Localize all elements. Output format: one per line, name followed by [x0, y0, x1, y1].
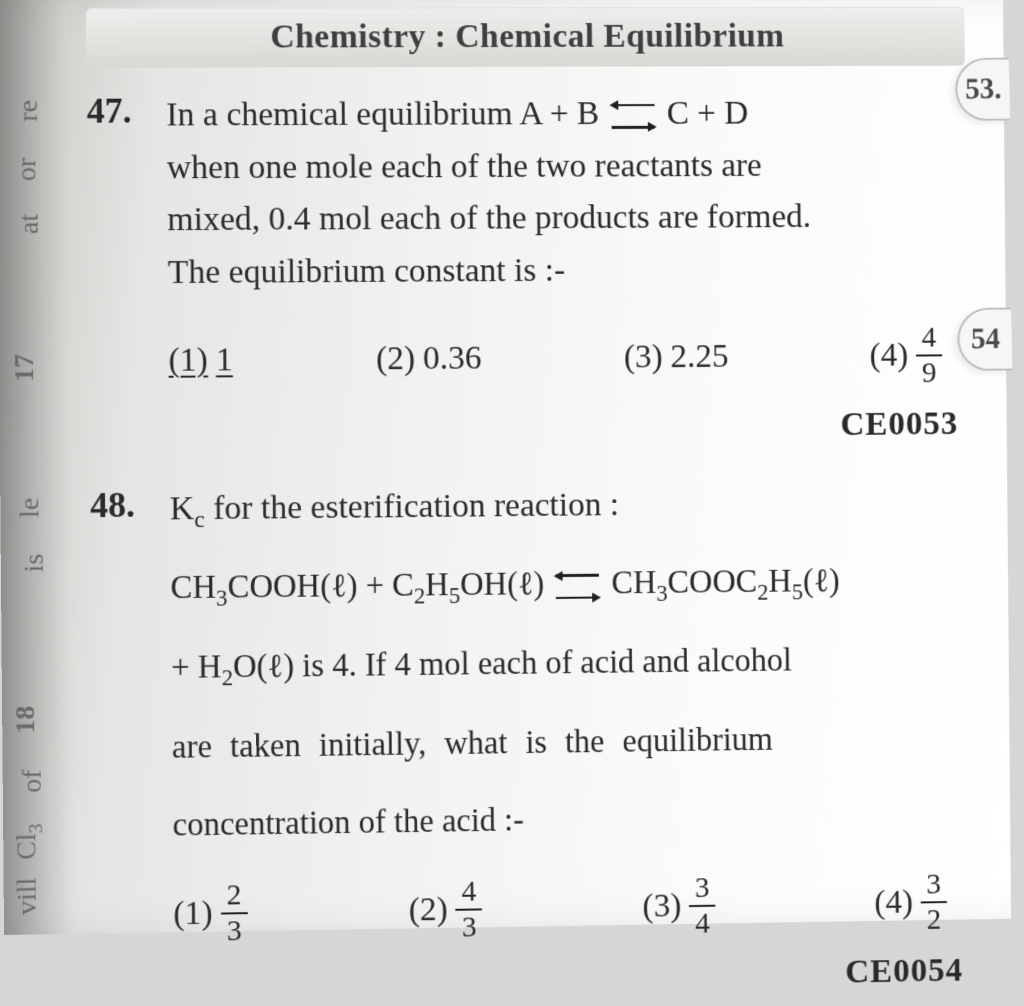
q47-line4: The equilibrium constant is :- [168, 252, 566, 291]
option-label: (2) [409, 891, 448, 929]
option-value: 1 [216, 341, 233, 379]
chem-frag: COOH(ℓ) + C [227, 568, 414, 606]
chem-frag: (ℓ) [803, 564, 840, 600]
chem-frag: + H [171, 650, 222, 686]
equilibrium-arrow-icon [552, 586, 603, 587]
option-label: (1) [173, 895, 213, 934]
fraction-den: 2 [927, 903, 942, 935]
q48-line1-rest: for the esterification reaction : [205, 486, 620, 527]
q47-option-1[interactable]: (1) 1 [168, 327, 233, 393]
q47-line1a: In a chemical equilibrium A + B [166, 95, 599, 133]
chem-sub: 5 [449, 582, 461, 608]
chapter-header: Chemistry : Chemical Equilibrium [86, 7, 965, 68]
q48-kc-c: c [194, 507, 205, 533]
q47-line1b: C + D [667, 95, 749, 132]
question-48: 48. Kc for the esterification reaction :… [90, 476, 963, 1005]
gutter-frag: is [19, 553, 51, 572]
gutter-frag: of [17, 769, 49, 793]
gutter-frag: 18 [10, 705, 42, 733]
question-code: CE0054 [94, 952, 963, 1004]
q48-options: (1) 2 3 (2) 4 3 (3) 3 [93, 870, 962, 949]
option-label: (3) [624, 338, 663, 376]
gutter-frag: re [13, 100, 45, 122]
fraction-den: 4 [695, 907, 710, 939]
q47-option-3[interactable]: (3) 2.25 [624, 324, 729, 390]
gutter-frag-sub: 3 [26, 823, 47, 833]
chapter-title: Chemistry : Chemical Equilibrium [270, 18, 784, 57]
q47-options: (1) 1 (2) 0.36 (3) 2.25 (4) 4 9 [89, 323, 958, 395]
option-fraction: 3 2 [920, 870, 947, 935]
chem-sub: 2 [222, 664, 234, 690]
option-label: (3) [642, 888, 681, 926]
option-label: (2) [376, 340, 415, 378]
option-label: (1) [168, 341, 208, 379]
side-tabs: 53. 54 [955, 58, 1012, 371]
option-fraction: 3 4 [689, 873, 716, 939]
q48-option-2[interactable]: (2) 4 3 [409, 877, 483, 944]
question-47: 47. In a chemical equilibrium A + B C + … [87, 87, 959, 450]
q48-kc-k: K [170, 490, 195, 527]
fraction-den: 3 [462, 911, 477, 943]
question-text: In a chemical equilibrium A + B C + D wh… [166, 87, 957, 299]
q47-line2: when one mole each of the two reactants … [167, 147, 762, 186]
gutter-frag: 17 [9, 354, 41, 382]
fraction-den: 3 [227, 915, 242, 947]
chem-sub: 3 [216, 585, 228, 611]
q48-line5: concentration of the acid :- [93, 787, 962, 855]
chem-frag: O(ℓ) is 4. If 4 mol each of acid and alc… [233, 643, 792, 685]
gutter-frag: Cl3 [11, 823, 48, 860]
chem-frag: H [768, 564, 792, 600]
q47-option-2[interactable]: (2) 0.36 [376, 326, 482, 392]
question-number: 47. [87, 90, 145, 132]
chem-frag: CH [170, 570, 216, 606]
fraction-num: 2 [220, 881, 247, 915]
option-fraction: 2 3 [220, 881, 247, 947]
fraction-den: 9 [922, 356, 937, 388]
q48-line4: are taken initially, what is the equilib… [92, 710, 961, 777]
page: re or at 17 le is 18 of Cl3 vill Chemist… [0, 0, 1011, 935]
chem-frag: CH [611, 566, 656, 602]
question-code: CE0053 [89, 405, 958, 450]
gutter-frag: le [14, 498, 46, 519]
fraction-num: 3 [689, 873, 716, 907]
option-value: 0.36 [423, 339, 482, 377]
q47-line3: mixed, 0.4 mol each of the products are … [167, 199, 811, 239]
q48-option-1[interactable]: (1) 2 3 [173, 881, 248, 948]
gutter-frag-text: Cl [11, 833, 42, 860]
q48-option-3[interactable]: (3) 3 4 [642, 873, 716, 939]
q48-equation: CH3COOH(ℓ) + C2H5OH(ℓ) CH3COOC2H5(ℓ) [91, 553, 960, 620]
question-text: Kc for the esterification reaction : [170, 476, 960, 539]
side-tab: 53. [955, 57, 1010, 121]
left-gutter: re or at 17 le is 18 of Cl3 vill [0, 0, 74, 935]
option-label: (4) [869, 337, 908, 375]
gutter-frag: at [14, 214, 46, 234]
chem-sub: 3 [656, 580, 668, 606]
option-label: (4) [874, 884, 913, 922]
fraction-num: 3 [920, 870, 946, 904]
chem-sub: 2 [414, 583, 426, 609]
gutter-frag: vill [12, 877, 44, 915]
fraction-num: 4 [455, 877, 482, 911]
gutter-frag: or [11, 158, 43, 181]
option-fraction: 4 9 [916, 323, 943, 388]
q48-option-4[interactable]: (4) 3 2 [874, 870, 947, 936]
fraction-num: 4 [916, 323, 942, 357]
chem-frag: COOC [667, 565, 757, 602]
content-area: 47. In a chemical equilibrium A + B C + … [87, 87, 963, 913]
option-fraction: 4 3 [455, 877, 482, 943]
side-tab: 54 [957, 307, 1012, 371]
chem-sub: 2 [757, 579, 768, 605]
question-number: 48. [90, 483, 148, 525]
option-value: 2.25 [670, 338, 728, 376]
chem-sub: 5 [792, 578, 803, 604]
chem-frag: OH(ℓ) [460, 567, 544, 604]
chem-frag: H [425, 568, 449, 604]
q48-line3: + H2O(ℓ) is 4. If 4 mol each of acid and… [91, 631, 960, 699]
q47-option-4[interactable]: (4) 4 9 [869, 323, 942, 389]
